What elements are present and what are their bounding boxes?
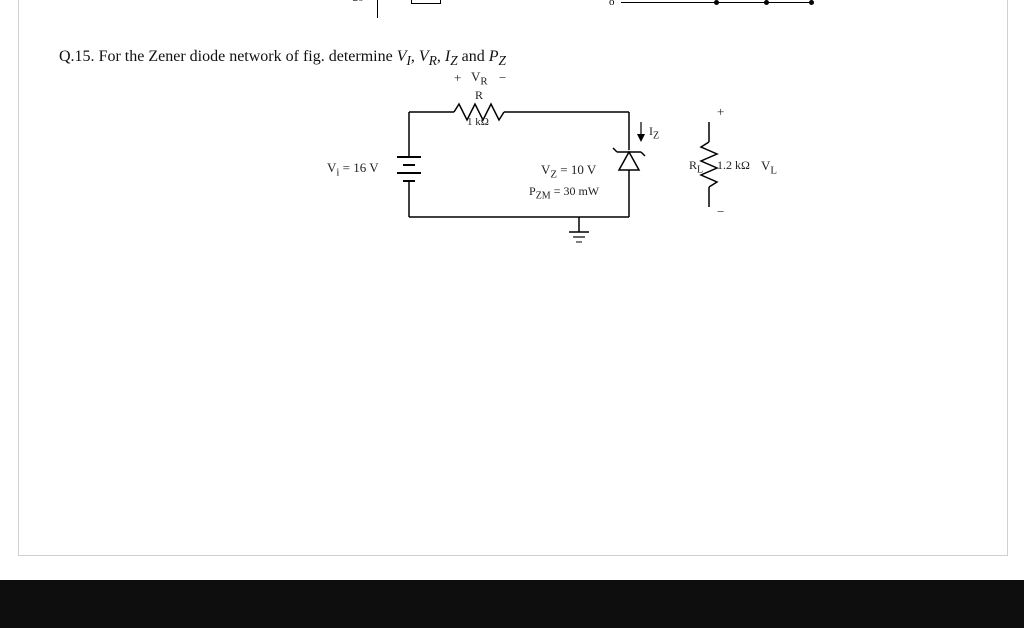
axis-vertical-line — [377, 0, 378, 18]
vi-label: Vi = 16 V — [327, 160, 379, 179]
r-label: R — [475, 88, 483, 103]
origin-o: o — [609, 0, 615, 8]
vr-label: VR — [471, 69, 488, 88]
vr-minus: − — [499, 70, 506, 86]
vl-minus: − — [717, 204, 724, 220]
small-box — [411, 0, 441, 4]
question-last-var: PZ — [489, 48, 506, 65]
rl-label: RL — [689, 158, 703, 175]
question-number: Q.15. — [59, 48, 95, 65]
question-text: Q.15. For the Zener diode network of fig… — [59, 48, 506, 69]
dot-3 — [809, 0, 814, 5]
axis-tick-label: -20 — [349, 0, 364, 4]
vr-plus: + — [454, 70, 461, 86]
zener-circuit-diagram: + VR − R 1 kΩ Vi = 16 V IZ VZ = 10 V PZM… — [319, 72, 779, 242]
dot-1 — [714, 0, 719, 5]
content-card: -20 o Q.15. For the Zener diode network … — [18, 0, 1008, 556]
bottom-dark-strip — [0, 580, 1024, 628]
iz-label: IZ — [649, 124, 659, 141]
page: -20 o Q.15. For the Zener diode network … — [0, 0, 1024, 628]
prev-figure-fragment: -20 o — [329, 0, 829, 24]
vz-label: VZ = 10 V — [541, 162, 596, 181]
question-vars: VI, VR, IZ — [397, 48, 458, 65]
dot-2 — [764, 0, 769, 5]
vl-plus: + — [717, 104, 724, 120]
pzm-label: PZM = 30 mW — [529, 184, 599, 201]
vl-label: VL — [761, 158, 777, 177]
question-body-1: For the Zener diode network of fig. dete… — [99, 48, 397, 65]
r-value: 1 kΩ — [467, 116, 489, 128]
question-and: and — [462, 48, 489, 65]
rl-value: 1.2 kΩ — [717, 158, 750, 173]
